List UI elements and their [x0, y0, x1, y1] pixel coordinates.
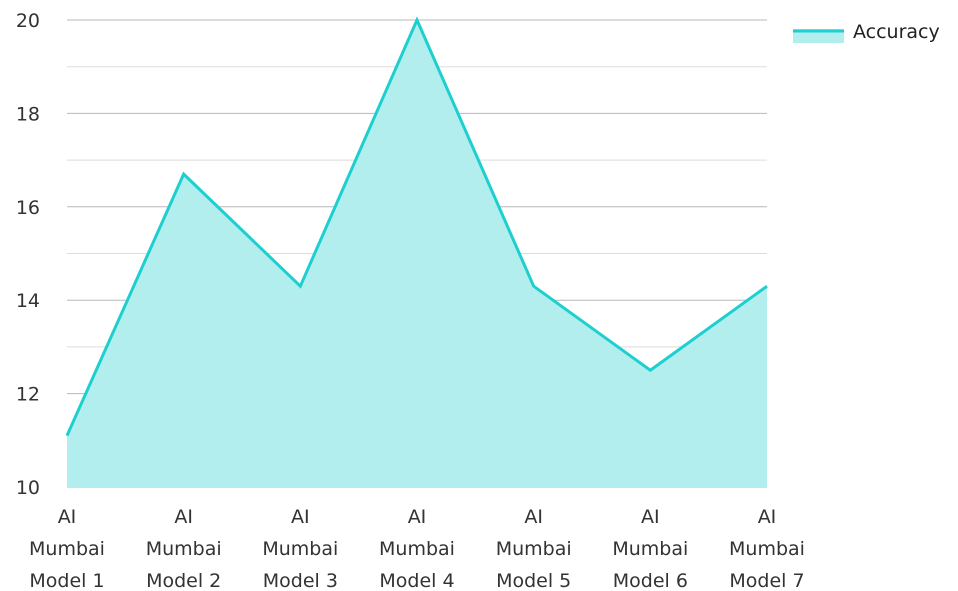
x-tick-label: AI Mumbai Model 4 [379, 506, 455, 591]
x-tick-label: AI Mumbai Model 6 [612, 506, 688, 591]
y-tick-label: 20 [16, 10, 40, 32]
legend-label-accuracy: Accuracy [853, 21, 940, 43]
x-tick-label: AI Mumbai Model 7 [729, 506, 805, 591]
legend: Accuracy [793, 21, 940, 43]
y-tick-label: 16 [16, 197, 40, 219]
x-tick-label: AI Mumbai Model 5 [496, 506, 572, 591]
y-tick-label: 10 [16, 477, 40, 499]
y-tick-label: 18 [16, 103, 40, 125]
y-tick-label: 12 [16, 384, 40, 406]
x-tick-label: AI Mumbai Model 1 [29, 506, 105, 591]
y-tick-label: 14 [16, 290, 40, 312]
y-axis-tick-labels: 10 12 14 16 18 20 [16, 10, 40, 499]
x-axis-tick-labels: AI Mumbai Model 1 AI Mumbai Model 2 AI Mumbai Mo… [29, 506, 805, 591]
x-tick-label: AI Mumbai Model 2 [146, 506, 222, 591]
x-tick-label: AI Mumbai Model 3 [262, 506, 338, 591]
